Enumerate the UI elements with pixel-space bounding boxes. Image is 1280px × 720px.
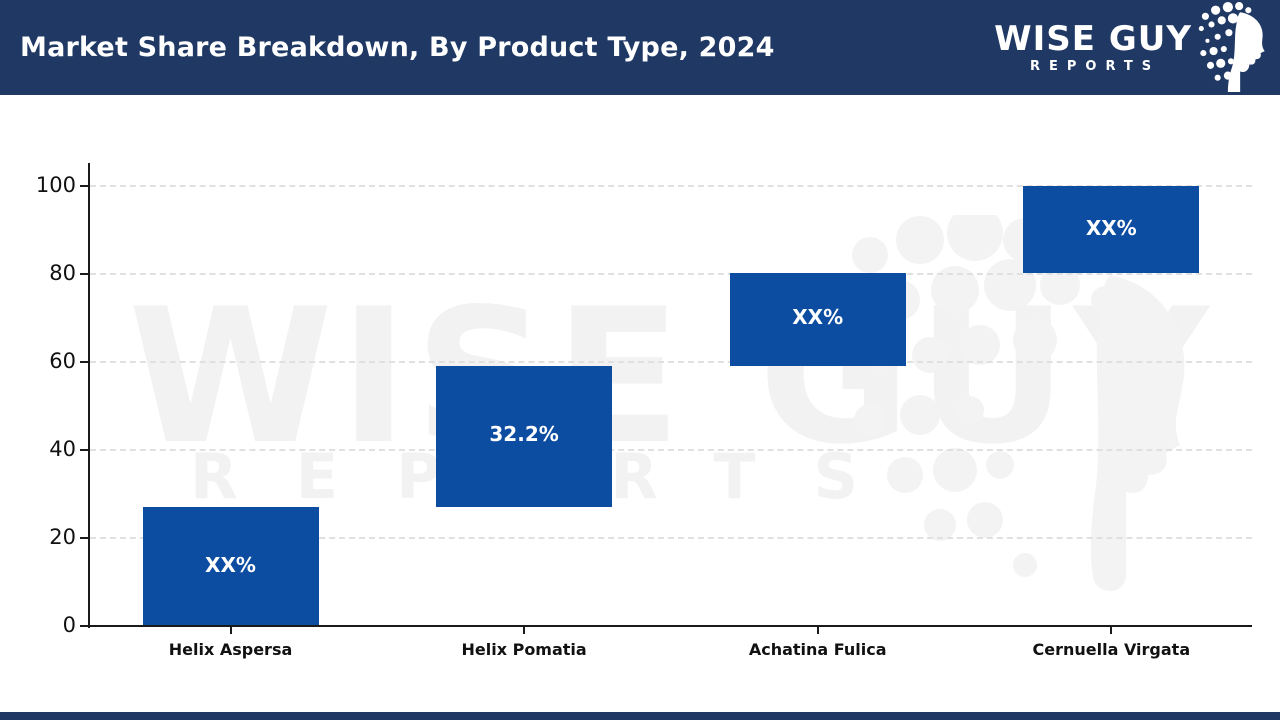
logo-head-icon (1198, 1, 1265, 92)
y-axis-tick-label: 80 (49, 261, 76, 285)
bar-value-label: XX% (792, 305, 844, 330)
wiseguy-logo: WISE GUY REPORTS (994, 1, 1272, 94)
y-axis-tick (80, 449, 88, 451)
bar-value-label: XX% (1085, 215, 1137, 240)
x-axis-line (84, 625, 1252, 627)
bar-value-label: 32.2% (489, 422, 559, 447)
y-axis-tick-label: 40 (49, 437, 76, 461)
y-axis-tick (80, 537, 88, 539)
bar-segment (142, 507, 319, 626)
bar-segment (729, 273, 906, 366)
x-category-label: Achatina Fulica (748, 640, 887, 659)
header-bar: Market Share Breakdown, By Product Type,… (0, 0, 1280, 95)
page-title: Market Share Breakdown, By Product Type,… (20, 32, 775, 63)
watermark-wiseguy: WISE GUY (128, 268, 1215, 485)
y-axis-tick-label: 60 (49, 349, 76, 373)
y-axis-tick-label: 0 (62, 613, 76, 637)
x-category-label: Cernuella Virgata (1032, 640, 1191, 659)
x-axis-tick (523, 627, 526, 634)
logo-reports-label: REPORTS (1030, 58, 1161, 74)
y-axis-tick-label: 20 (49, 525, 76, 549)
x-axis-tick (816, 627, 819, 634)
gridline (90, 449, 1252, 451)
x-category-label: Helix Aspersa (168, 640, 293, 659)
gridline (90, 361, 1252, 363)
gridline (90, 273, 1252, 275)
gridline (90, 537, 1252, 539)
x-category-label: Helix Pomatia (461, 640, 587, 659)
bar-value-label: XX% (205, 552, 256, 577)
bar-segment (1023, 186, 1200, 274)
gridline (90, 185, 1252, 187)
x-axis-tick (229, 627, 232, 634)
y-axis-tick (80, 185, 88, 187)
y-axis-tick (80, 273, 88, 275)
y-axis-line (88, 163, 90, 628)
bar-segment (436, 365, 613, 508)
watermark-head-icon (836, 215, 1185, 592)
x-axis-tick (1110, 627, 1113, 634)
logo-wiseguy-label: WISE GUY (994, 18, 1192, 59)
logo-text: WISE GUY REPORTS (994, 22, 1192, 74)
footer-bar (0, 712, 1280, 720)
y-axis-tick-label: 100 (35, 173, 76, 197)
y-axis-tick (80, 361, 88, 363)
